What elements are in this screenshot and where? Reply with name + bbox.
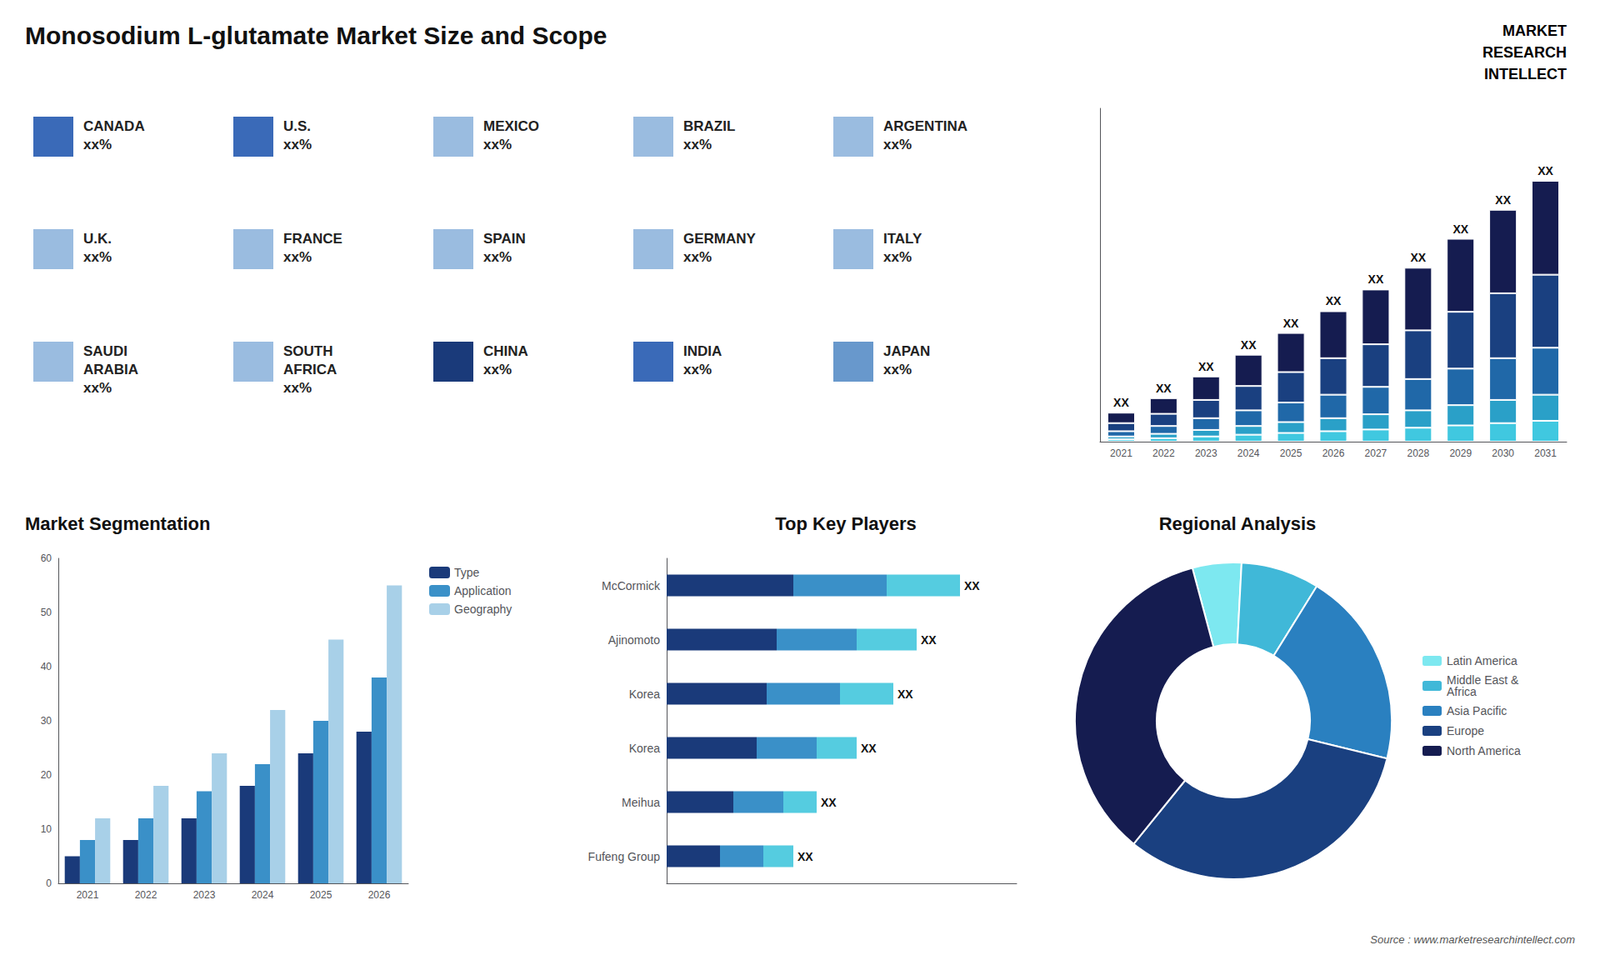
svg-text:AFRICA: AFRICA [283, 361, 337, 378]
svg-text:Meihua: Meihua [621, 795, 660, 810]
svg-text:XX: XX [1283, 316, 1300, 330]
svg-text:20: 20 [40, 769, 53, 781]
svg-text:ITALY: ITALY [883, 230, 923, 247]
svg-text:McCormick: McCormick [601, 579, 661, 593]
svg-text:XX: XX [1325, 294, 1342, 308]
svg-text:XX: XX [820, 795, 837, 810]
svg-text:RESEARCH: RESEARCH [1482, 44, 1567, 61]
svg-text:2024: 2024 [1237, 447, 1260, 460]
svg-text:xx%: xx% [83, 136, 112, 153]
svg-text:Monosodium L-glutamate Market: Monosodium L-glutamate Market Size and S… [25, 21, 607, 50]
svg-text:2024: 2024 [251, 889, 275, 901]
svg-text:XX: XX [797, 850, 814, 864]
svg-text:Korea: Korea [629, 687, 661, 701]
svg-text:Latin America: Latin America [1446, 654, 1518, 668]
svg-text:Source : www.marketresearchint: Source : www.marketresearchintellect.com [1370, 933, 1575, 946]
svg-text:JAPAN: JAPAN [883, 343, 930, 360]
svg-text:MEXICO: MEXICO [483, 118, 540, 135]
svg-text:40: 40 [40, 660, 53, 673]
svg-text:xx%: xx% [283, 249, 312, 265]
svg-text:CHINA: CHINA [483, 343, 529, 360]
svg-text:Market Segmentation: Market Segmentation [25, 513, 211, 535]
svg-text:Africa: Africa [1446, 685, 1477, 699]
svg-text:XX: XX [1410, 250, 1426, 265]
svg-text:2022: 2022 [1152, 447, 1175, 460]
svg-text:2025: 2025 [1280, 447, 1303, 460]
svg-text:30: 30 [40, 715, 53, 727]
svg-text:2025: 2025 [310, 889, 333, 901]
svg-text:Asia Pacific: Asia Pacific [1446, 704, 1507, 718]
svg-text:xx%: xx% [883, 136, 912, 153]
svg-text:2023: 2023 [193, 889, 216, 901]
svg-text:0: 0 [45, 877, 52, 890]
svg-text:XX: XX [1495, 193, 1511, 207]
svg-text:XX: XX [920, 633, 937, 647]
svg-text:XX: XX [897, 687, 914, 701]
svg-text:xx%: xx% [883, 361, 912, 378]
svg-text:xx%: xx% [683, 249, 712, 265]
svg-text:XX: XX [1240, 338, 1257, 352]
svg-text:XX: XX [964, 579, 980, 593]
svg-text:CANADA: CANADA [83, 118, 145, 135]
svg-text:2029: 2029 [1449, 447, 1472, 460]
svg-text:Regional Analysis: Regional Analysis [1159, 513, 1317, 535]
svg-text:xx%: xx% [483, 136, 512, 153]
svg-text:Ajinomoto: Ajinomoto [608, 633, 660, 647]
svg-text:xx%: xx% [483, 249, 512, 265]
svg-text:MARKET: MARKET [1502, 22, 1567, 40]
svg-text:xx%: xx% [83, 249, 112, 265]
svg-text:XX: XX [1198, 360, 1215, 374]
svg-text:Top Key Players: Top Key Players [775, 513, 917, 535]
svg-text:U.S.: U.S. [283, 118, 311, 135]
svg-text:XX: XX [1537, 164, 1554, 178]
svg-text:xx%: xx% [883, 249, 912, 265]
svg-text:BRAZIL: BRAZIL [683, 118, 735, 135]
svg-text:U.K.: U.K. [83, 230, 112, 247]
svg-text:xx%: xx% [83, 380, 112, 396]
svg-text:XX: XX [860, 741, 877, 755]
svg-text:Middle East &: Middle East & [1446, 673, 1519, 687]
svg-text:2021: 2021 [1110, 447, 1133, 460]
svg-text:2026: 2026 [368, 889, 391, 901]
svg-text:INDIA: INDIA [683, 343, 722, 360]
svg-text:xx%: xx% [683, 136, 712, 153]
svg-text:FRANCE: FRANCE [283, 230, 343, 247]
svg-text:xx%: xx% [283, 136, 312, 153]
svg-text:xx%: xx% [483, 361, 512, 378]
svg-text:xx%: xx% [283, 380, 312, 396]
svg-text:2030: 2030 [1491, 447, 1515, 460]
svg-text:10: 10 [40, 823, 53, 835]
svg-text:60: 60 [40, 552, 53, 565]
svg-text:Application: Application [454, 584, 512, 598]
svg-text:GERMANY: GERMANY [683, 230, 757, 247]
svg-text:2027: 2027 [1365, 447, 1388, 460]
svg-text:2021: 2021 [76, 889, 100, 901]
svg-text:2022: 2022 [135, 889, 158, 901]
svg-text:Geography: Geography [454, 602, 512, 616]
svg-text:2023: 2023 [1195, 447, 1218, 460]
svg-text:XX: XX [1368, 272, 1385, 286]
svg-text:Europe: Europe [1446, 724, 1485, 738]
svg-text:ARABIA: ARABIA [83, 361, 139, 378]
svg-text:Fufeng Group: Fufeng Group [588, 850, 661, 864]
svg-text:ARGENTINA: ARGENTINA [883, 118, 968, 135]
svg-text:2026: 2026 [1322, 447, 1345, 460]
svg-text:SAUDI: SAUDI [83, 343, 128, 360]
svg-text:xx%: xx% [683, 361, 712, 378]
svg-text:SOUTH: SOUTH [283, 343, 334, 360]
svg-text:North America: North America [1446, 744, 1521, 758]
svg-text:SPAIN: SPAIN [483, 230, 526, 247]
svg-text:2031: 2031 [1534, 447, 1557, 460]
svg-text:XX: XX [1452, 222, 1469, 236]
svg-text:Korea: Korea [629, 741, 661, 755]
svg-text:XX: XX [1155, 381, 1172, 395]
svg-text:2028: 2028 [1406, 447, 1430, 460]
svg-text:50: 50 [40, 606, 53, 619]
svg-text:Type: Type [454, 565, 480, 580]
svg-text:INTELLECT: INTELLECT [1484, 65, 1567, 83]
svg-text:XX: XX [1113, 395, 1130, 410]
